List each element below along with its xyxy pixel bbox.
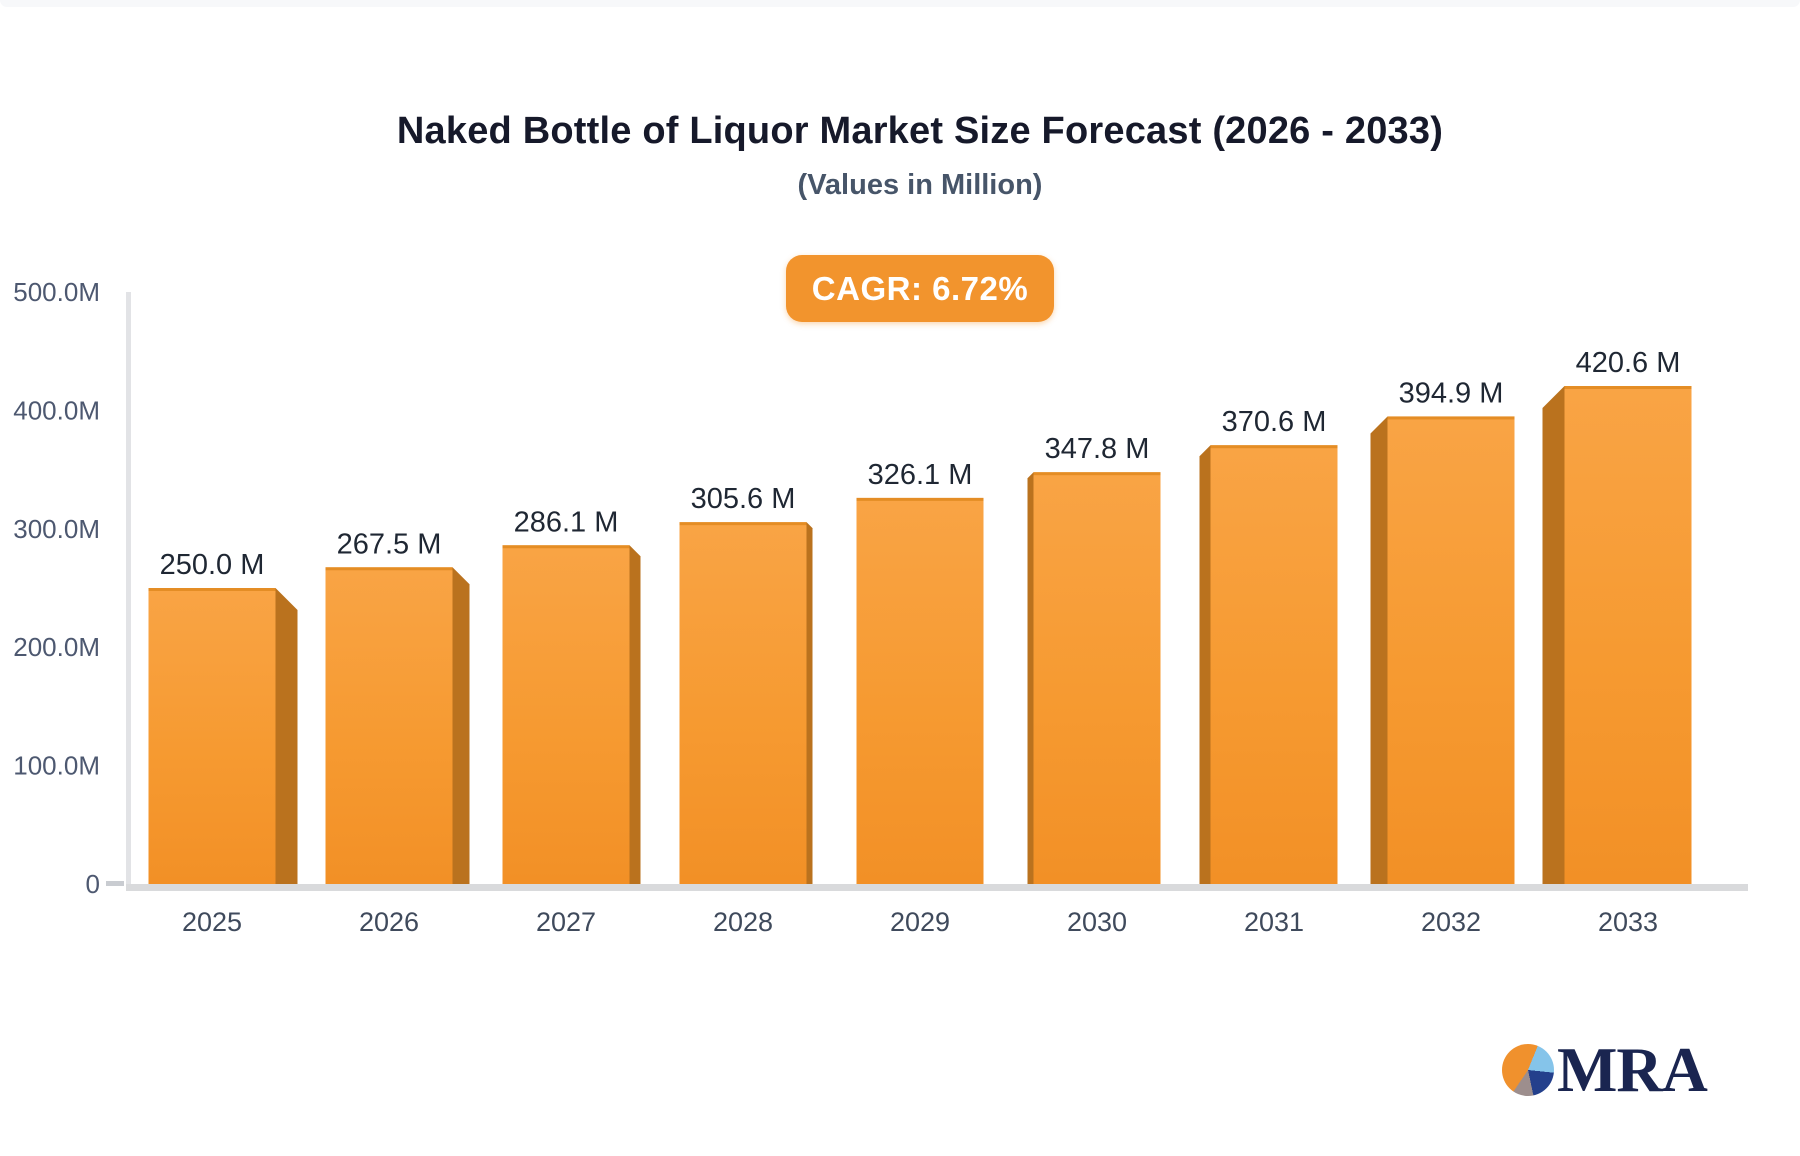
bar-side-face	[1370, 416, 1388, 884]
bar-front-face	[148, 588, 276, 884]
bar-top-edge	[1564, 386, 1692, 390]
bars: 250.0 M 2025 267.5 M 2026 286.1 M 2027 305.6 M…	[148, 347, 1692, 937]
y-tick-label: 200.0M	[13, 632, 100, 662]
bar-value-label: 370.6 M	[1222, 406, 1327, 438]
bar-side-face	[1199, 445, 1211, 884]
x-tick-label: 2025	[182, 907, 242, 937]
chart-header: Naked Bottle of Liquor Market Size Forec…	[40, 110, 1800, 202]
bar-top-edge	[1210, 445, 1338, 449]
bar: 267.5 M 2026	[325, 528, 470, 937]
bar-value-label: 305.6 M	[691, 483, 796, 515]
bar-top-edge	[325, 567, 453, 571]
bar: 420.6 M 2033	[1542, 347, 1692, 937]
bar-top-edge	[679, 522, 807, 526]
bar-front-face	[1210, 445, 1338, 884]
x-baseline	[126, 884, 1748, 891]
y-tick-label: 0	[86, 869, 100, 899]
cagr-badge-label: CAGR: 6.72%	[811, 269, 1029, 307]
y-tick-label: 400.0M	[13, 395, 100, 425]
bar-top-edge	[1387, 416, 1515, 420]
x-tick-label: 2031	[1244, 907, 1304, 937]
bar: 347.8 M 2030	[1027, 433, 1161, 937]
bar-value-label: 326.1 M	[868, 459, 973, 491]
bar-front-face	[502, 545, 630, 884]
bar-top-edge	[1033, 472, 1161, 476]
cagr-badge: CAGR: 6.72%	[786, 255, 1054, 322]
bar: 250.0 M 2025	[148, 549, 298, 937]
x-tick-label: 2027	[536, 907, 596, 937]
x-tick-label: 2029	[890, 907, 950, 937]
bar-value-label: 267.5 M	[337, 528, 442, 560]
x-tick-label: 2030	[1067, 907, 1127, 937]
bar-side-face	[452, 567, 470, 884]
bar-side-face	[1027, 472, 1034, 884]
bar-top-edge	[148, 588, 276, 591]
bar-value-label: 394.9 M	[1399, 377, 1504, 409]
x-tick-label: 2028	[713, 907, 773, 937]
x-tick-label: 2026	[359, 907, 419, 937]
bar-top-edge	[856, 497, 984, 501]
mra-logo: MRA	[1502, 1034, 1708, 1105]
bar-front-face	[1564, 386, 1692, 884]
bar-side-face	[806, 522, 813, 884]
page-edge	[0, 0, 1800, 7]
bar-front-face	[1033, 472, 1161, 884]
bar-side-face	[275, 588, 298, 884]
bar: 305.6 M 2028	[679, 483, 813, 937]
logo-text: MRA	[1557, 1034, 1708, 1105]
bar: 286.1 M 2027	[502, 506, 641, 937]
bar-value-label: 286.1 M	[514, 506, 619, 538]
zero-tick	[106, 881, 124, 886]
bar-top-edge	[502, 545, 630, 549]
bar: 370.6 M 2031	[1199, 406, 1338, 937]
bar-front-face	[679, 522, 807, 884]
pie-chart-icon	[1502, 1044, 1554, 1096]
bar-front-face	[856, 497, 984, 884]
bar-side-face	[629, 545, 641, 884]
bar: 326.1 M 2029	[856, 459, 984, 937]
y-tick-label: 500.0M	[13, 277, 100, 307]
x-tick-label: 2033	[1598, 907, 1658, 937]
chart-title: Naked Bottle of Liquor Market Size Forec…	[396, 110, 1444, 152]
bar-value-label: 347.8 M	[1045, 433, 1150, 465]
bar-front-face	[1387, 416, 1515, 884]
bar-side-face	[1542, 386, 1565, 884]
y-tick-label: 100.0M	[13, 751, 100, 781]
bar-value-label: 250.0 M	[160, 549, 265, 581]
bar-front-face	[325, 567, 453, 884]
x-tick-label: 2032	[1421, 907, 1481, 937]
chart-subtitle: (Values in Million)	[797, 169, 1043, 201]
y-axis: 0 100.0M 200.0M 300.0M 400.0M 500.0M	[13, 277, 124, 899]
y-tick-label: 300.0M	[13, 514, 100, 544]
y-axis-line	[126, 292, 131, 884]
bar: 394.9 M 2032	[1370, 377, 1515, 937]
bar-value-label: 420.6 M	[1576, 347, 1681, 379]
